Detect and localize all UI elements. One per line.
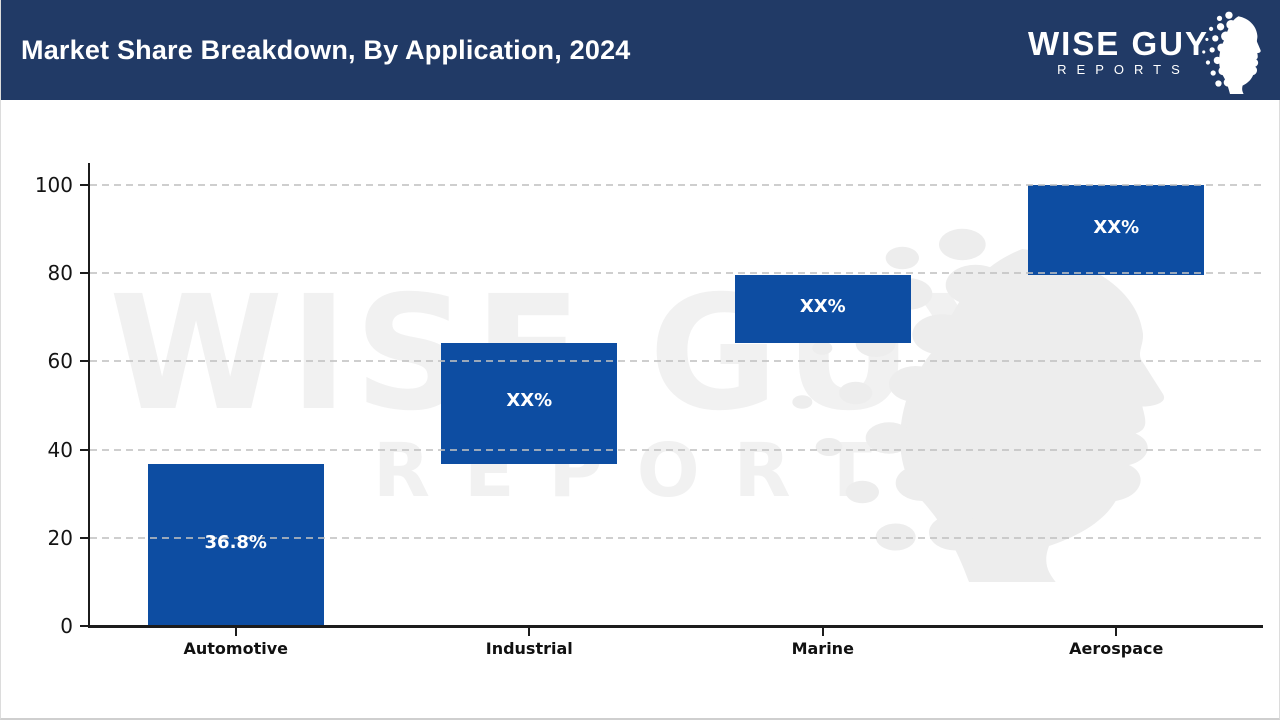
bar-value-label: XX%	[506, 390, 553, 412]
y-tick-80	[80, 272, 88, 275]
brand-logo: WISE GUY REPORTS	[1028, 10, 1263, 94]
x-category-label: Aerospace	[1069, 639, 1164, 658]
y-tick-0	[80, 625, 88, 627]
bar-value-label: 36.8%	[204, 531, 267, 553]
page-title: Market Share Breakdown, By Application, …	[21, 34, 631, 65]
x-tick-marine	[821, 628, 824, 636]
x-tick-automotive	[234, 628, 237, 636]
y-tick-label: 0	[60, 614, 73, 638]
dotted-head-icon	[1202, 11, 1261, 94]
y-tick-label: 100	[34, 173, 73, 197]
gridline-80	[90, 272, 1263, 275]
x-category-label: Marine	[791, 639, 854, 658]
y-tick-20	[80, 536, 88, 539]
header-bar: Market Share Breakdown, By Application, …	[1, 0, 1280, 100]
y-tick-100	[80, 184, 88, 186]
bar-value-label: XX%	[1093, 216, 1140, 238]
y-tick-label: 40	[47, 437, 73, 462]
bar-automotive	[147, 463, 324, 626]
bar-industrial	[441, 342, 618, 464]
y-tick-40	[80, 448, 88, 451]
x-axis-line	[88, 625, 1263, 628]
x-tick-aerospace	[1115, 628, 1118, 636]
watermark-dotted-head	[792, 228, 1165, 582]
brand-subname: REPORTS	[1057, 61, 1190, 77]
bar-marine	[734, 274, 911, 343]
gridline-40	[90, 448, 1263, 451]
gridline-20	[90, 536, 1263, 539]
bar-value-label: XX%	[799, 295, 846, 317]
y-tick-label: 60	[47, 349, 73, 374]
gridline-100	[90, 184, 1263, 186]
y-tick-60	[80, 360, 88, 363]
y-tick-label: 20	[47, 525, 73, 550]
bar-aerospace	[1028, 185, 1205, 275]
x-category-label: Automotive	[183, 639, 289, 658]
y-axis-line	[88, 163, 90, 628]
y-tick-label: 80	[47, 261, 73, 286]
gridline-60	[90, 360, 1263, 363]
brand-logo-text: WISE GUY REPORTS	[1028, 27, 1209, 77]
brand-name: WISE GUY	[1027, 25, 1209, 63]
x-tick-industrial	[528, 628, 531, 636]
x-category-label: Industrial	[485, 639, 573, 658]
